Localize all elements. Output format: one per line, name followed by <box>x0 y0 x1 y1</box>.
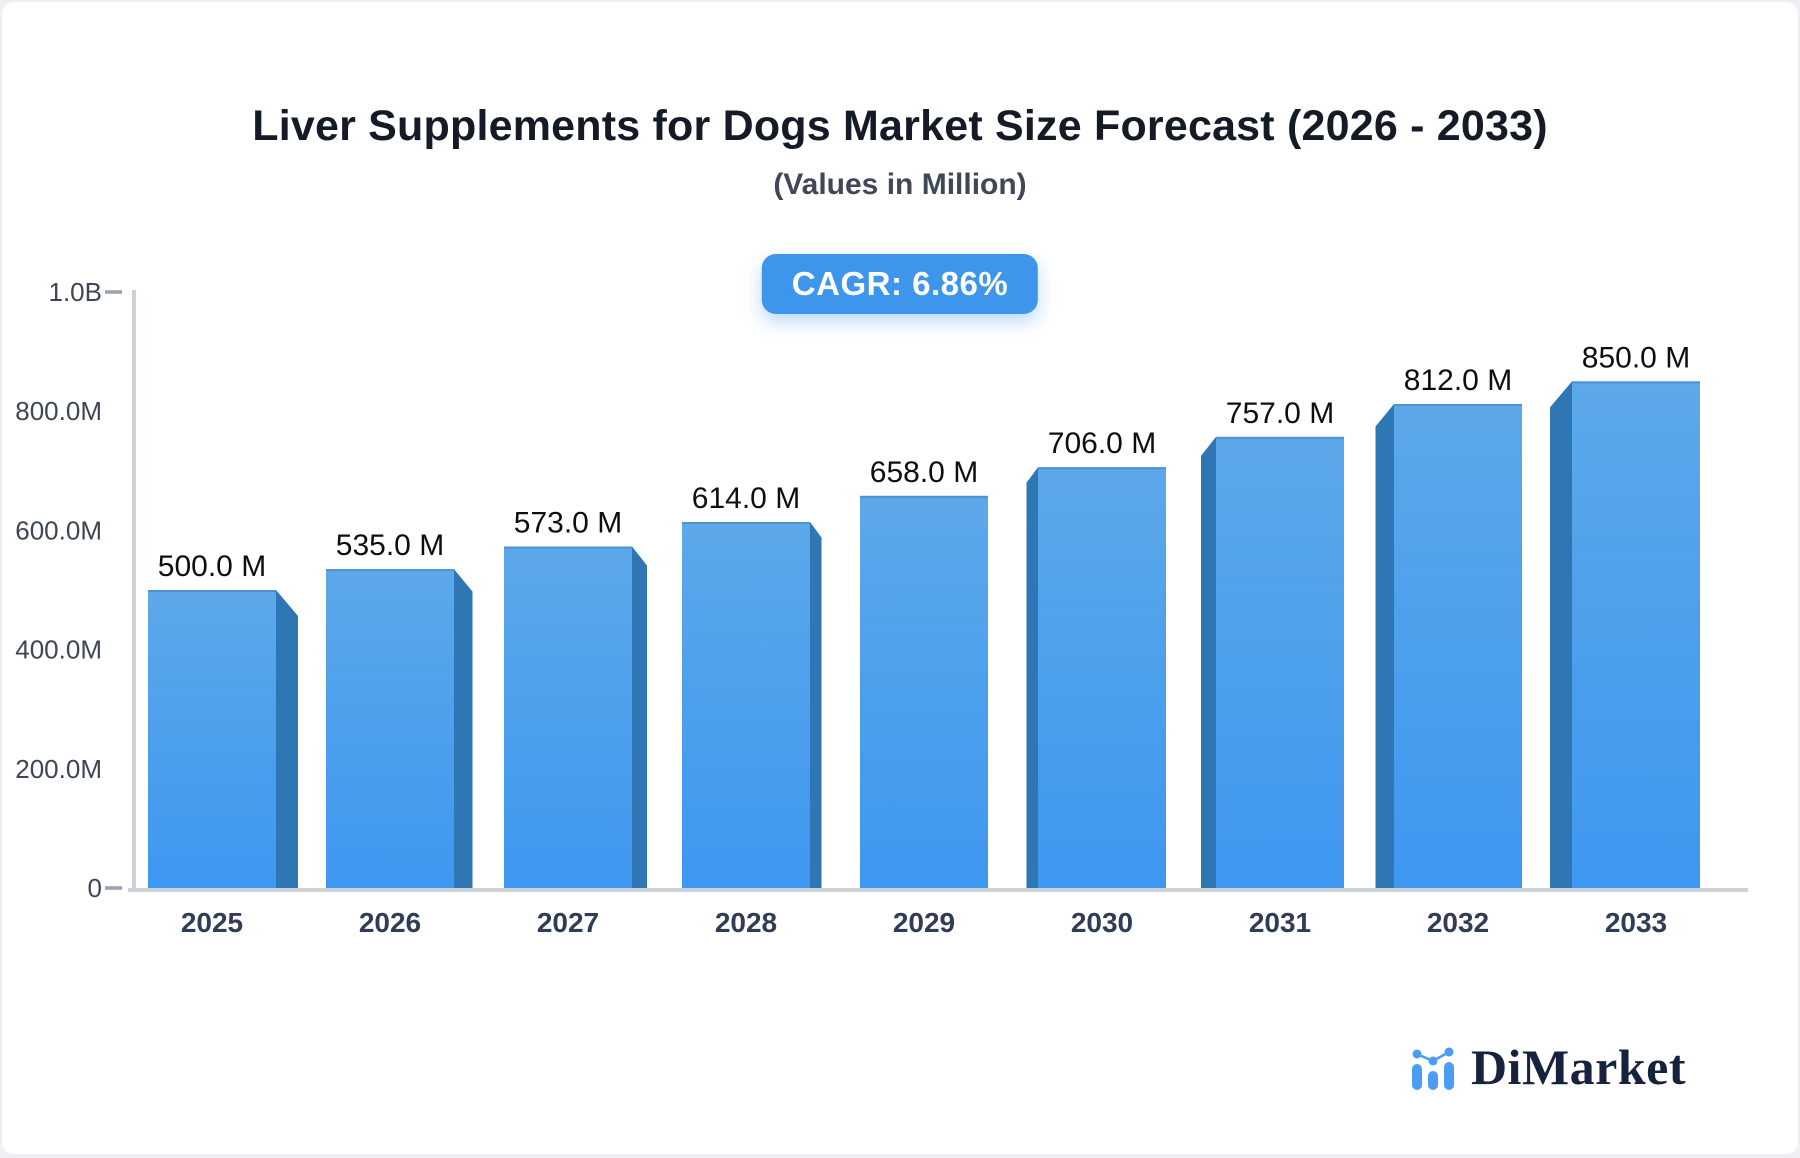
bar-front-face <box>1572 381 1700 888</box>
bar-side-face <box>810 522 822 888</box>
bar-value-label: 706.0 M <box>1048 427 1156 460</box>
bar-front-face <box>1216 436 1344 888</box>
bar-side-face <box>454 569 473 888</box>
y-axis-label: 400.0M <box>15 635 102 665</box>
bar-value-label: 500.0 M <box>158 550 266 583</box>
bar-front-face <box>148 590 276 888</box>
bar-value-label: 812.0 M <box>1404 364 1512 397</box>
bar-front-face <box>326 569 454 888</box>
bar-value-label: 573.0 M <box>514 506 622 539</box>
bar-2032: 812.0 M 2032 <box>1375 364 1522 938</box>
bar-2029: 658.0 M 2029 <box>860 456 988 938</box>
bar-2025: 500.0 M 2025 <box>148 550 298 938</box>
x-axis-label: 2030 <box>1071 907 1133 938</box>
chart-subtitle: (Values in Million) <box>773 168 1027 201</box>
bar-front-face <box>860 495 988 888</box>
cagr-badge: CAGR: 6.86% <box>761 254 1039 314</box>
x-axis-label: 2033 <box>1605 907 1667 938</box>
y-axis-label: 1.0B <box>49 277 103 307</box>
chart-title: Liver Supplements for Dogs Market Size F… <box>252 102 1548 150</box>
x-axis-label: 2026 <box>359 907 421 938</box>
x-axis-label: 2031 <box>1249 907 1311 938</box>
brand-name: DiMarket <box>1470 1039 1686 1095</box>
bar-side-face <box>276 590 298 888</box>
bar-front-face <box>682 522 810 888</box>
x-axis-label: 2025 <box>181 907 243 938</box>
bar-2031: 757.0 M 2031 <box>1201 397 1344 938</box>
bar-value-label: 850.0 M <box>1582 341 1690 374</box>
bar-value-label: 614.0 M <box>692 482 800 515</box>
x-axis-label: 2028 <box>715 907 777 938</box>
x-axis-label: 2032 <box>1427 907 1489 938</box>
bar-2026: 535.0 M 2026 <box>326 529 473 938</box>
bar-side-face <box>1026 467 1038 888</box>
bar-side-face <box>1201 436 1216 888</box>
bar-front-face <box>1038 467 1166 888</box>
bar-value-label: 658.0 M <box>870 456 978 489</box>
bar-front-face <box>1394 404 1522 888</box>
y-axis-label: 200.0M <box>15 754 102 784</box>
bar-value-label: 757.0 M <box>1226 397 1334 430</box>
bar-front-face <box>504 546 632 888</box>
bar-2033: 850.0 M 2033 <box>1550 341 1700 938</box>
bar-2030: 706.0 M 2030 <box>1026 427 1166 938</box>
x-axis-label: 2029 <box>893 907 955 938</box>
bar-side-face <box>1550 381 1572 888</box>
x-axis-label: 2027 <box>537 907 599 938</box>
y-axis-label: 0 <box>88 873 102 903</box>
bar-2027: 573.0 M 2027 <box>504 506 647 938</box>
bar-value-label: 535.0 M <box>336 529 444 562</box>
y-axis-label: 800.0M <box>15 396 102 426</box>
y-axis-label: 600.0M <box>15 515 102 545</box>
bar-side-face <box>632 546 647 888</box>
mini-bar-chart-icon <box>1411 1047 1454 1090</box>
bar-2028: 614.0 M 2028 <box>682 482 822 938</box>
bar-side-face <box>1375 404 1394 888</box>
brand-logo: DiMarket <box>1411 1042 1686 1092</box>
